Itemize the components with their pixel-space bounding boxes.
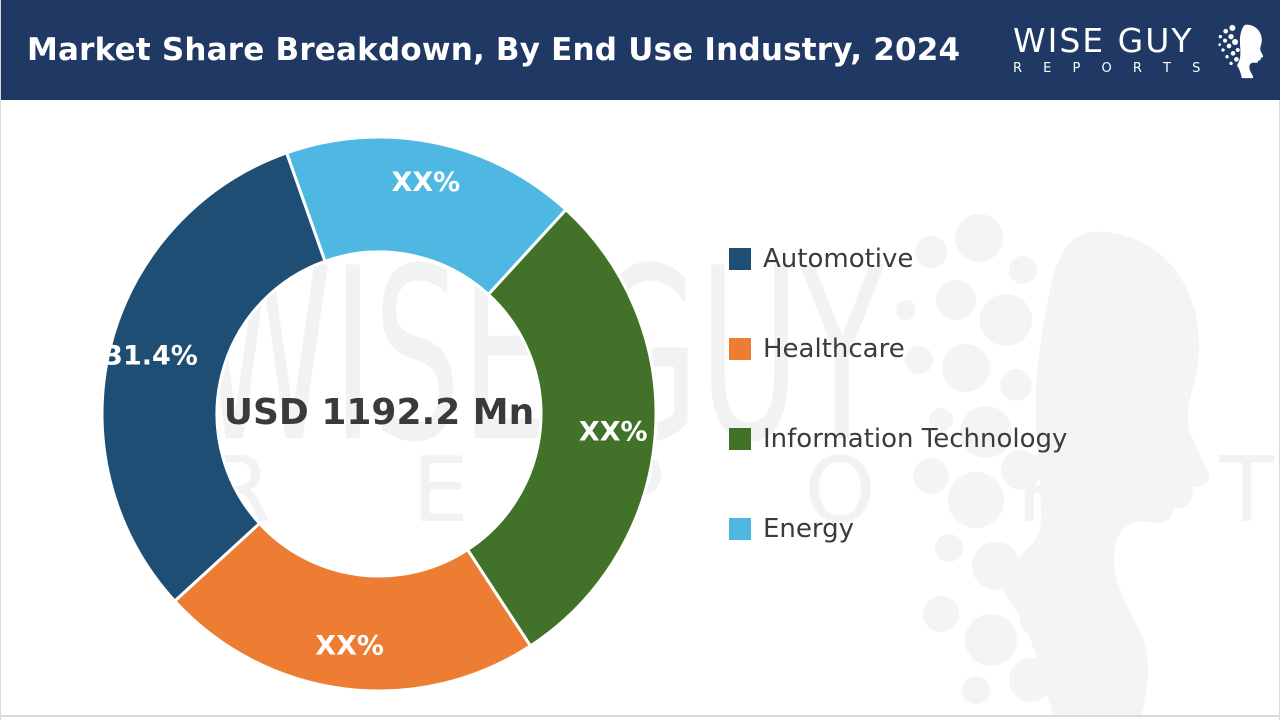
donut-slice-automotive <box>100 151 327 603</box>
page-title: Market Share Breakdown, By End Use Indus… <box>27 32 961 68</box>
donut-center-value: USD 1192.2 Mn <box>224 392 534 433</box>
bottom-divider <box>1 715 1280 717</box>
legend-swatch-healthcare <box>729 338 751 360</box>
donut-slices <box>100 135 658 693</box>
legend-item-healthcare: Healthcare <box>729 334 1067 364</box>
logo-reports-text: R E P O R T S <box>1013 61 1209 76</box>
slice-percent-label-information-technology: XX% <box>579 417 648 448</box>
donut-slice-energy <box>285 135 568 296</box>
legend-label-healthcare: Healthcare <box>763 334 905 364</box>
legend-swatch-energy <box>729 518 751 540</box>
legend-item-energy: Energy <box>729 514 1067 544</box>
logo-face-icon <box>1218 24 1263 79</box>
wise-guy-reports-logo: WISE GUY R E P O R T S <box>1013 8 1263 92</box>
logo-brand-text: WISE GUY <box>1013 21 1194 60</box>
header-bar: Market Share Breakdown, By End Use Indus… <box>1 0 1280 100</box>
logo-text: WISE GUY R E P O R T S <box>1013 24 1209 76</box>
legend-swatch-automotive <box>729 248 751 270</box>
donut-slice-healthcare <box>173 521 532 693</box>
slice-percent-label-energy: XX% <box>392 167 461 198</box>
chart-legend: Automotive Healthcare Information Techno… <box>729 244 1068 606</box>
legend-item-information-technology: Information Technology <box>729 424 1068 454</box>
donut-slice-information-technology <box>466 208 658 648</box>
slice-percent-label-automotive: 31.4% <box>104 341 198 372</box>
donut-slice-labels: 31.4% XX% XX% XX% <box>104 167 647 661</box>
legend-label-information-technology: Information Technology <box>763 424 1068 454</box>
legend-label-energy: Energy <box>763 514 855 544</box>
legend-swatch-information-technology <box>729 428 751 450</box>
legend-item-automotive: Automotive <box>729 244 1067 274</box>
legend-label-automotive: Automotive <box>763 244 914 274</box>
slice-percent-label-healthcare: XX% <box>315 631 384 662</box>
